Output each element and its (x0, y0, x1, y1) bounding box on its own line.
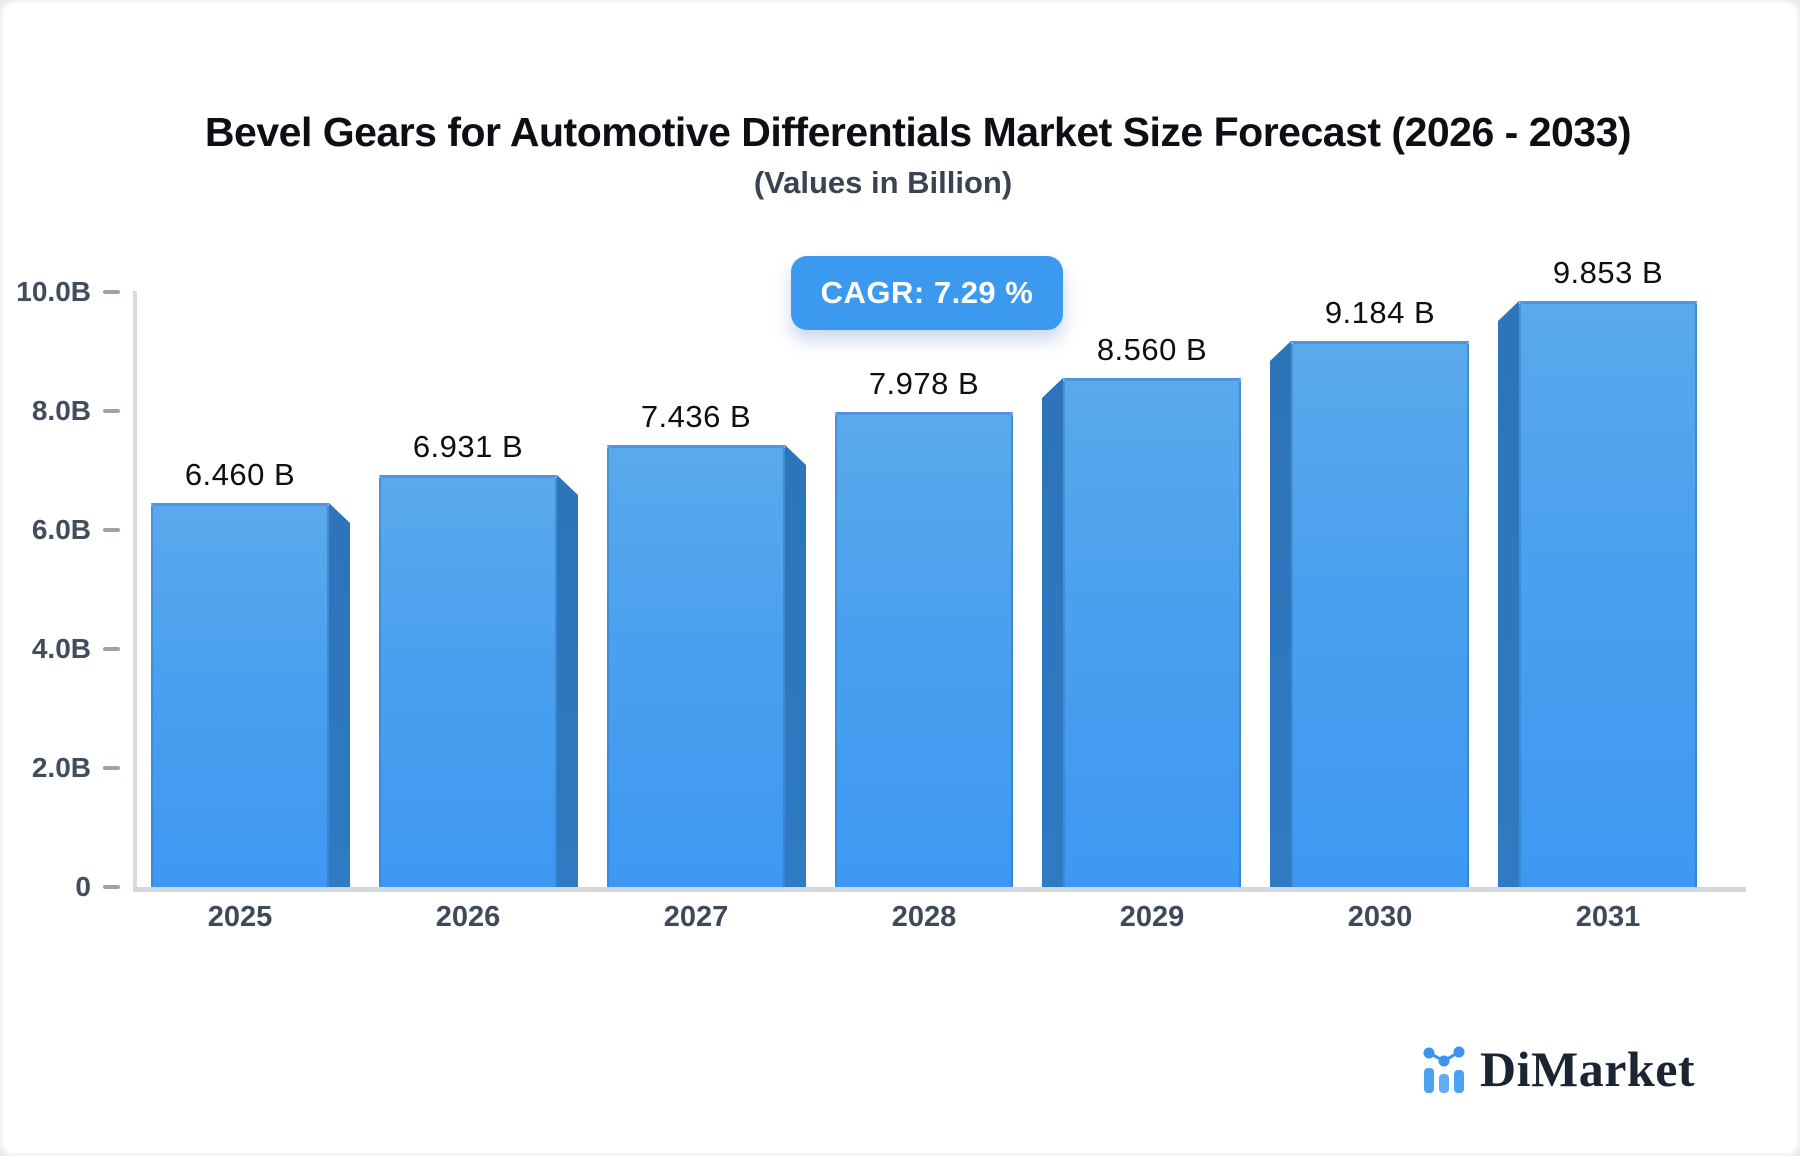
x-category-label: 2031 (1575, 901, 1641, 933)
y-tick-label: 2.0B (31, 752, 91, 783)
x-category-label: 2027 (663, 901, 729, 933)
bar-side-panel (557, 475, 578, 890)
bar-2025 (151, 503, 329, 890)
y-tick-label: 6.0B (31, 514, 91, 545)
y-tick-dash (103, 528, 120, 532)
cagr-badge: CAGR: 7.29 % (791, 256, 1063, 330)
bar-value-label: 6.460 B (184, 457, 296, 492)
y-tick-dash (103, 766, 120, 770)
bar-side-panel (1270, 341, 1291, 890)
x-category-label: 2030 (1347, 901, 1413, 933)
y-tick-label: 10.0B (16, 276, 91, 307)
x-category-label: 2028 (891, 901, 957, 933)
chart-title: Bevel Gears for Automotive Differentials… (204, 109, 1632, 155)
y-tick-dash (103, 290, 120, 294)
y-tick-label: 4.0B (31, 633, 91, 664)
x-category-label: 2026 (435, 901, 501, 933)
y-tick-dash (103, 885, 120, 889)
y-axis-line (133, 291, 137, 890)
bar-2028 (835, 412, 1013, 890)
chart-subtitle: (Values in Billion) (753, 165, 1013, 200)
bar-2026 (379, 475, 557, 890)
bar-side-panel (329, 503, 350, 890)
x-axis-baseline (133, 887, 1746, 892)
y-tick-dash (103, 647, 120, 651)
bar-value-label: 7.978 B (868, 366, 980, 401)
bar-side-panel (1498, 301, 1519, 890)
bar-side-panel (785, 445, 806, 890)
bar-value-label: 7.436 B (640, 399, 752, 434)
y-tick-label: 8.0B (31, 395, 91, 426)
brand-logo: DiMarket (1421, 1043, 1695, 1095)
x-category-label: 2029 (1119, 901, 1185, 933)
bar-2030 (1291, 341, 1469, 890)
y-tick-dash (103, 409, 120, 413)
cagr-badge-label: CAGR: 7.29 % (820, 275, 1034, 310)
brand-name: DiMarket (1480, 1041, 1696, 1097)
bar-2027 (607, 445, 785, 890)
bar-2031 (1519, 301, 1697, 890)
bar-value-label: 9.853 B (1552, 255, 1664, 290)
bar-value-label: 6.931 B (412, 429, 524, 464)
bar-value-label: 9.184 B (1324, 295, 1436, 330)
x-category-label: 2025 (207, 901, 273, 933)
y-tick-label: 0 (75, 871, 91, 902)
mini-bar-line-chart-icon (1423, 1046, 1465, 1093)
bar-side-panel (1042, 378, 1063, 890)
bar-2029 (1063, 378, 1241, 890)
bar-value-label: 8.560 B (1096, 332, 1208, 367)
